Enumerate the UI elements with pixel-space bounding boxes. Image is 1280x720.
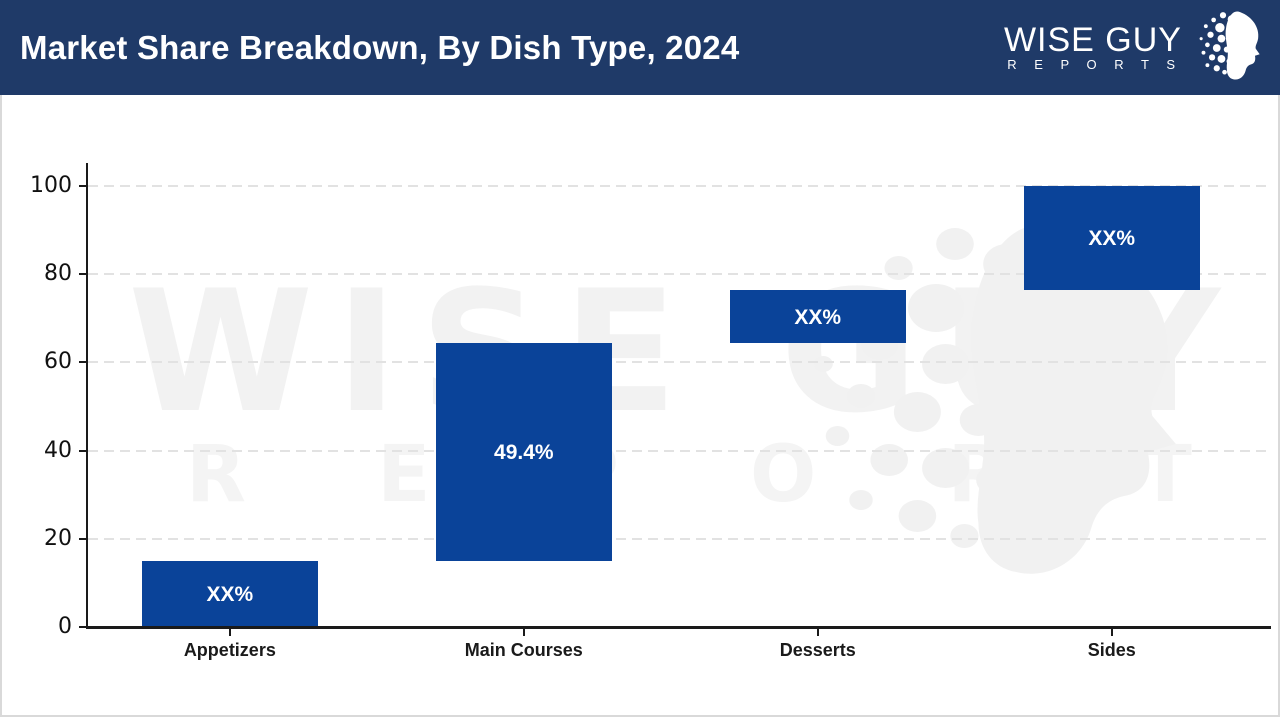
y-axis-tick-label: 80 bbox=[44, 261, 72, 287]
bar-sides: XX% bbox=[1023, 186, 1200, 291]
logo-sub-text: R E P O R T S bbox=[1007, 56, 1182, 72]
page-title: Market Share Breakdown, By Dish Type, 20… bbox=[20, 28, 740, 66]
y-axis-tick-label: 100 bbox=[30, 173, 72, 198]
bar-desserts: XX% bbox=[729, 290, 906, 343]
header-banner: Market Share Breakdown, By Dish Type, 20… bbox=[0, 0, 1280, 95]
y-axis-tick bbox=[79, 626, 88, 628]
x-axis-category-label: Main Courses bbox=[464, 640, 583, 660]
y-gridline bbox=[88, 537, 1270, 540]
y-gridline bbox=[88, 361, 1270, 364]
x-axis-category-label: Sides bbox=[1087, 640, 1136, 660]
y-axis-tick bbox=[79, 449, 88, 452]
y-axis-tick-label: 40 bbox=[44, 437, 72, 463]
y-axis-tick-label: 20 bbox=[44, 525, 72, 551]
bar-value-label: XX% bbox=[794, 305, 842, 329]
wiseguy-logo-text: WISE GUY R E P O R T S bbox=[1004, 23, 1182, 73]
y-axis-line bbox=[86, 163, 88, 629]
y-axis-tick-label: 0 bbox=[58, 614, 72, 639]
wiseguy-logo: WISE GUY R E P O R T S bbox=[1004, 7, 1262, 89]
x-axis-line bbox=[86, 626, 1271, 629]
bar-value-label: XX% bbox=[1088, 227, 1136, 251]
x-axis-tick bbox=[1110, 628, 1113, 636]
x-axis-category-label: Appetizers bbox=[183, 640, 276, 660]
x-axis-tick bbox=[522, 628, 525, 636]
x-axis-category-label: Desserts bbox=[779, 640, 856, 660]
y-gridline bbox=[88, 449, 1270, 452]
y-gridline bbox=[88, 273, 1270, 276]
y-axis-tick bbox=[79, 361, 88, 364]
bar-appetizers: XX% bbox=[141, 560, 318, 627]
y-gridline bbox=[88, 185, 1270, 187]
y-axis-tick-label: 60 bbox=[44, 349, 72, 375]
x-axis-tick bbox=[816, 628, 819, 636]
bar-value-label: XX% bbox=[206, 582, 254, 606]
bar-value-label: 49.4% bbox=[494, 440, 554, 464]
logo-name-text: WISE GUY bbox=[1003, 20, 1182, 59]
bar-main-courses: 49.4% bbox=[435, 342, 612, 561]
wiseguy-face-icon bbox=[1199, 11, 1260, 80]
y-axis-tick bbox=[79, 537, 88, 540]
y-axis-tick bbox=[79, 185, 88, 187]
x-axis-tick bbox=[228, 628, 231, 636]
y-axis-tick bbox=[79, 273, 88, 276]
